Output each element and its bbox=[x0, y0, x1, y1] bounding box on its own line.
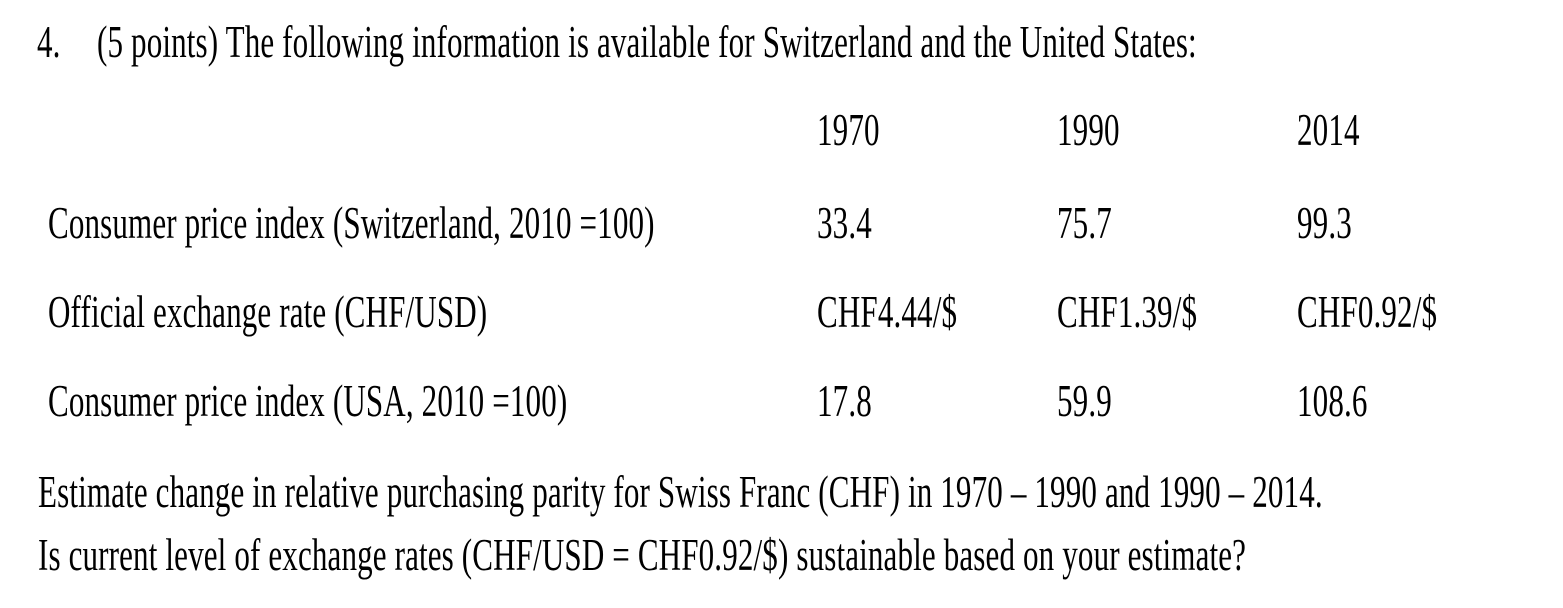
row-label: Consumer price index (USA, 2010 =100) bbox=[48, 376, 568, 426]
question-intro: (5 points) The following information is … bbox=[97, 17, 1197, 67]
prompt-line-2: Is current level of exchange rates (CHF/… bbox=[38, 530, 1247, 580]
cell-value: CHF0.92/$ bbox=[1297, 287, 1438, 337]
question-number: 4. bbox=[37, 17, 61, 67]
prompt-line-1: Estimate change in relative purchasing p… bbox=[38, 467, 1323, 517]
table-column-header-1970: 1970 bbox=[817, 105, 880, 155]
cell-value: 17.8 bbox=[817, 376, 872, 426]
cell-value: 108.6 bbox=[1297, 376, 1368, 426]
table-column-header-1990: 1990 bbox=[1057, 105, 1120, 155]
cell-value: CHF1.39/$ bbox=[1057, 287, 1198, 337]
row-label: Consumer price index (Switzerland, 2010 … bbox=[48, 198, 655, 248]
cell-value: CHF4.44/$ bbox=[817, 287, 958, 337]
table-column-header-2014: 2014 bbox=[1297, 105, 1360, 155]
cell-value: 99.3 bbox=[1297, 198, 1352, 248]
row-label: Official exchange rate (CHF/USD) bbox=[48, 287, 488, 337]
cell-value: 33.4 bbox=[817, 198, 872, 248]
cell-value: 59.9 bbox=[1057, 376, 1112, 426]
cell-value: 75.7 bbox=[1057, 198, 1112, 248]
